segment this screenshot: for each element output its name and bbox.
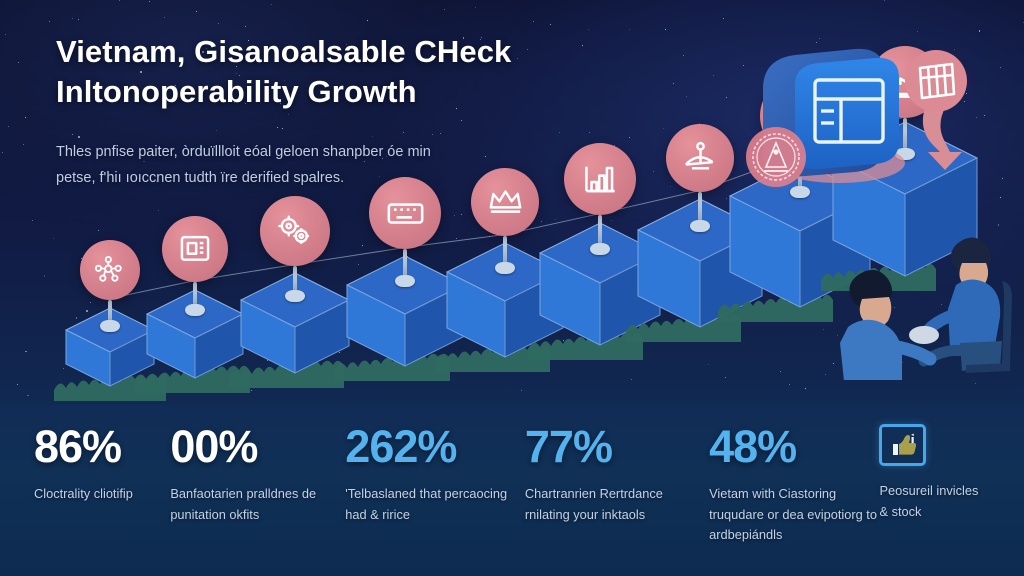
- page-subtitle: Thles pnfise paiter, òrduïllloit eóal ge…: [56, 144, 431, 186]
- page-title: Vietnam, Gisanoalsable CHeck Inltonopera…: [56, 34, 512, 110]
- grass-base: [626, 311, 774, 345]
- pin-base: [185, 304, 205, 316]
- thumbs-up-icon: [879, 424, 927, 466]
- pin-stem: [108, 300, 112, 324]
- stat-label: Chartranrien Rertrdance rnilating your i…: [524, 486, 663, 522]
- pin-stem: [503, 236, 507, 266]
- crown-icon: [471, 168, 539, 236]
- stat-value: 48%: [709, 421, 797, 472]
- pin-base: [395, 275, 415, 287]
- stat-item: 48% Vietam with Ciastoring truqudare or …: [709, 424, 879, 576]
- gears-icon: [260, 196, 330, 266]
- pin-stem: [293, 266, 297, 294]
- stat-item: Peosureil invicles & stock: [879, 424, 990, 576]
- stat-label: 'Telbaslaned that percaocing had & riric…: [345, 486, 508, 522]
- stat-value: 77%: [524, 421, 613, 472]
- pin-base: [790, 186, 810, 198]
- stat-label: Banfaotarien pralldnes de punitation okf…: [170, 486, 317, 522]
- pin-stem: [403, 249, 407, 279]
- stat-label: Vietam with Ciastoring truqudare or dea …: [709, 486, 877, 543]
- stats-band-background: [0, 405, 1024, 576]
- pin-base: [590, 243, 610, 255]
- pin-base: [100, 320, 120, 332]
- grass-base: [435, 341, 575, 375]
- stat-item: 77% Chartranrien Rertrdance rnilating yo…: [525, 424, 709, 576]
- government-seal-icon: [745, 126, 807, 188]
- grass-base: [229, 357, 361, 391]
- download-arrow-icon: [888, 48, 998, 178]
- pin-stem: [698, 192, 702, 224]
- pin-stem: [903, 118, 907, 152]
- document-frame-icon: [162, 216, 228, 282]
- pin-base: [495, 262, 515, 274]
- pin-base: [690, 220, 710, 232]
- bar-chart-icon: [564, 143, 636, 215]
- stat-label: Cloctrality cliotifip: [34, 486, 133, 501]
- grass-base: [135, 362, 255, 396]
- grass-base: [528, 329, 672, 363]
- stat-value: 00%: [170, 421, 258, 472]
- keyboard-icon: [369, 177, 441, 249]
- network-nodes-icon: [80, 240, 140, 300]
- stat-item: 262% 'Telbaslaned that percaocing had & …: [345, 424, 525, 576]
- stat-value: 86%: [34, 421, 122, 472]
- stat-value: 262%: [345, 421, 457, 472]
- stat-item: 00% Banfaotarien pralldnes de punitation…: [170, 424, 345, 576]
- grass-base: [335, 350, 475, 384]
- pin-stem: [193, 282, 197, 308]
- two-people-seated-icon: [820, 195, 1020, 380]
- stats-row: 86% Cloctrality cliotifip 00% Banfaotari…: [0, 424, 1024, 576]
- pin-base: [285, 290, 305, 302]
- pin-stem: [598, 215, 602, 247]
- stat-label: Peosureil invicles & stock: [879, 483, 979, 519]
- stat-item: 86% Cloctrality cliotifip: [34, 424, 170, 576]
- step-cube: [538, 222, 662, 346]
- satellite-dish-icon: [666, 124, 734, 192]
